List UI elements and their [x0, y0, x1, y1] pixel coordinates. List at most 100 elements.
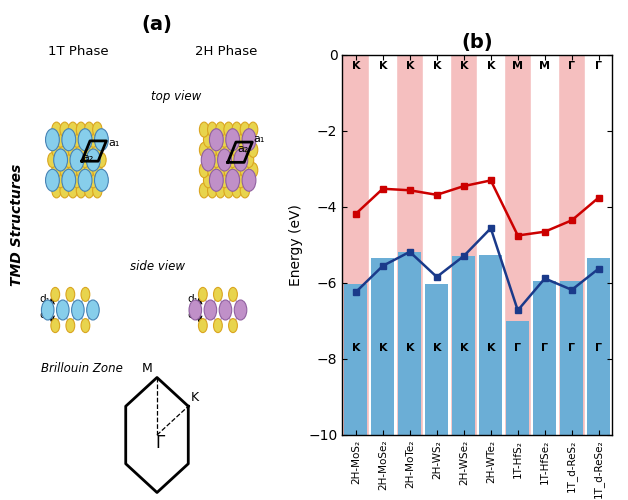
Circle shape	[210, 170, 224, 192]
Circle shape	[89, 132, 98, 147]
Bar	[533, 281, 556, 435]
Circle shape	[66, 318, 75, 332]
Circle shape	[48, 152, 57, 168]
Text: side view: side view	[129, 260, 185, 273]
Circle shape	[70, 149, 84, 171]
Text: Brillouin Zone: Brillouin Zone	[41, 362, 122, 376]
Circle shape	[56, 132, 65, 147]
Circle shape	[84, 183, 94, 198]
Text: M: M	[512, 60, 523, 70]
Bar	[587, 258, 610, 435]
Circle shape	[226, 128, 240, 150]
Bar	[423, 55, 450, 435]
Circle shape	[62, 128, 76, 150]
Circle shape	[64, 152, 73, 168]
Circle shape	[199, 162, 208, 178]
Text: Γ: Γ	[568, 60, 575, 70]
Text: K: K	[379, 342, 387, 352]
Circle shape	[240, 122, 250, 137]
Circle shape	[240, 142, 250, 158]
Text: a₂: a₂	[82, 153, 94, 163]
Circle shape	[234, 300, 247, 320]
Circle shape	[60, 162, 69, 178]
Circle shape	[232, 183, 241, 198]
Circle shape	[248, 122, 257, 137]
Text: d₁: d₁	[40, 294, 50, 304]
Circle shape	[87, 300, 99, 320]
Bar	[585, 55, 612, 435]
Text: a₂: a₂	[237, 144, 249, 154]
Bar	[371, 258, 394, 435]
Circle shape	[77, 142, 85, 158]
Circle shape	[232, 122, 241, 137]
Circle shape	[224, 122, 234, 137]
Circle shape	[232, 142, 241, 158]
Text: M: M	[539, 60, 550, 70]
Text: 2H Phase: 2H Phase	[195, 45, 257, 58]
Circle shape	[81, 288, 90, 302]
Text: (a): (a)	[141, 15, 173, 34]
Circle shape	[236, 173, 246, 188]
Text: $\Gamma$: $\Gamma$	[154, 434, 166, 452]
Circle shape	[204, 300, 217, 320]
Bar	[369, 55, 396, 435]
Circle shape	[81, 318, 90, 332]
Circle shape	[226, 170, 240, 192]
Circle shape	[199, 142, 208, 158]
Circle shape	[84, 142, 94, 158]
Circle shape	[189, 300, 202, 320]
Circle shape	[236, 132, 246, 147]
Circle shape	[212, 152, 221, 168]
Circle shape	[93, 183, 102, 198]
Circle shape	[87, 149, 100, 171]
Text: K: K	[191, 391, 199, 404]
Text: K: K	[433, 342, 441, 352]
Text: Γ: Γ	[514, 342, 521, 352]
Circle shape	[68, 122, 78, 137]
Circle shape	[72, 300, 84, 320]
Circle shape	[68, 142, 78, 158]
Bar	[425, 284, 448, 435]
Circle shape	[198, 288, 207, 302]
Circle shape	[242, 170, 256, 192]
Text: K: K	[433, 60, 441, 70]
Circle shape	[51, 288, 60, 302]
Circle shape	[78, 170, 92, 192]
Circle shape	[216, 122, 225, 137]
Text: Γ: Γ	[595, 60, 602, 70]
Text: 1T Phase: 1T Phase	[48, 45, 109, 58]
Circle shape	[220, 132, 229, 147]
Circle shape	[62, 170, 76, 192]
Circle shape	[68, 162, 78, 178]
Circle shape	[72, 132, 82, 147]
Circle shape	[242, 128, 256, 150]
Circle shape	[203, 132, 213, 147]
Text: K: K	[352, 342, 360, 352]
Circle shape	[54, 149, 68, 171]
Text: d₁: d₁	[187, 294, 198, 304]
Text: Γ: Γ	[595, 342, 602, 352]
Circle shape	[219, 300, 232, 320]
Circle shape	[199, 122, 208, 137]
Text: K: K	[406, 60, 414, 70]
Circle shape	[97, 152, 106, 168]
Circle shape	[77, 122, 85, 137]
Circle shape	[201, 149, 215, 171]
Text: K: K	[487, 60, 495, 70]
Circle shape	[84, 162, 94, 178]
Text: TMD Structures: TMD Structures	[10, 164, 24, 286]
Circle shape	[240, 162, 250, 178]
Text: K: K	[487, 342, 495, 352]
Bar	[531, 55, 558, 435]
Circle shape	[240, 183, 250, 198]
Text: a₁: a₁	[254, 134, 265, 144]
Circle shape	[78, 128, 92, 150]
Bar	[452, 256, 475, 435]
Text: K: K	[406, 342, 414, 352]
Bar	[344, 284, 367, 435]
Bar	[506, 321, 529, 435]
Circle shape	[198, 318, 207, 332]
Circle shape	[217, 149, 231, 171]
Circle shape	[57, 300, 69, 320]
Text: a₁: a₁	[109, 138, 120, 148]
